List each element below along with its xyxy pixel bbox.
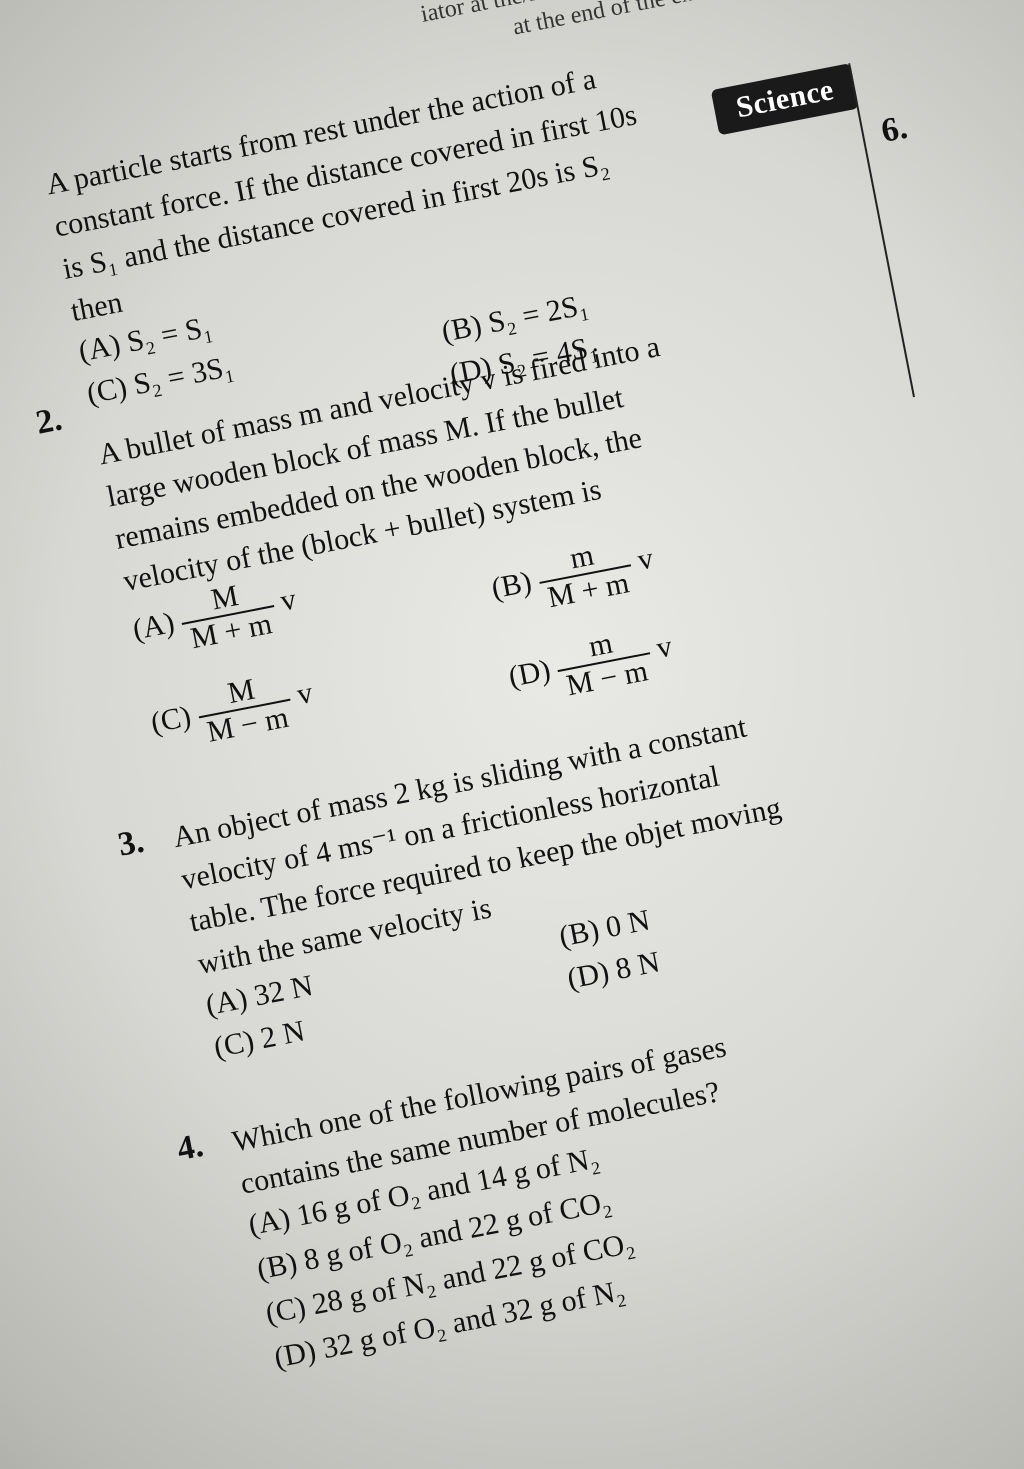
q2-c-label: (C) <box>148 700 194 740</box>
q2-d-label: (D) <box>506 653 553 693</box>
q2-a-tail: v <box>278 582 299 617</box>
fraction: M M − m <box>192 667 297 749</box>
side-question-number: 6. <box>878 109 910 151</box>
q2-option-c: (C) M M − m v <box>146 663 319 758</box>
q2-option-d: (D) m M − m v <box>503 616 678 711</box>
q3-option-c: (C) 2 N <box>211 1014 307 1065</box>
q2-d-tail: v <box>654 630 675 665</box>
q2-a-label: (A) <box>130 606 177 646</box>
q2-b-tail: v <box>635 542 656 577</box>
header-line-3: at the end of the exam. <box>511 0 731 41</box>
denominator: M − m <box>558 652 657 703</box>
q3-option-d: (D) 8 N <box>565 945 663 996</box>
denominator: M + m <box>182 605 281 656</box>
denominator: M + m <box>539 564 638 615</box>
q2-option-b: (B) m M + m v <box>486 528 659 623</box>
q3-number: 3. <box>81 823 147 872</box>
q4-number: 4. <box>140 1127 206 1176</box>
q2-number: 2. <box>0 401 65 450</box>
denominator: M − m <box>198 698 297 749</box>
fraction: m M + m <box>533 533 638 615</box>
q2-c-tail: v <box>294 676 315 711</box>
q2-b-label: (B) <box>489 565 535 605</box>
fraction: m M − m <box>552 621 657 703</box>
page: one choice only. iator at the/Black Ball… <box>0 0 1024 1469</box>
